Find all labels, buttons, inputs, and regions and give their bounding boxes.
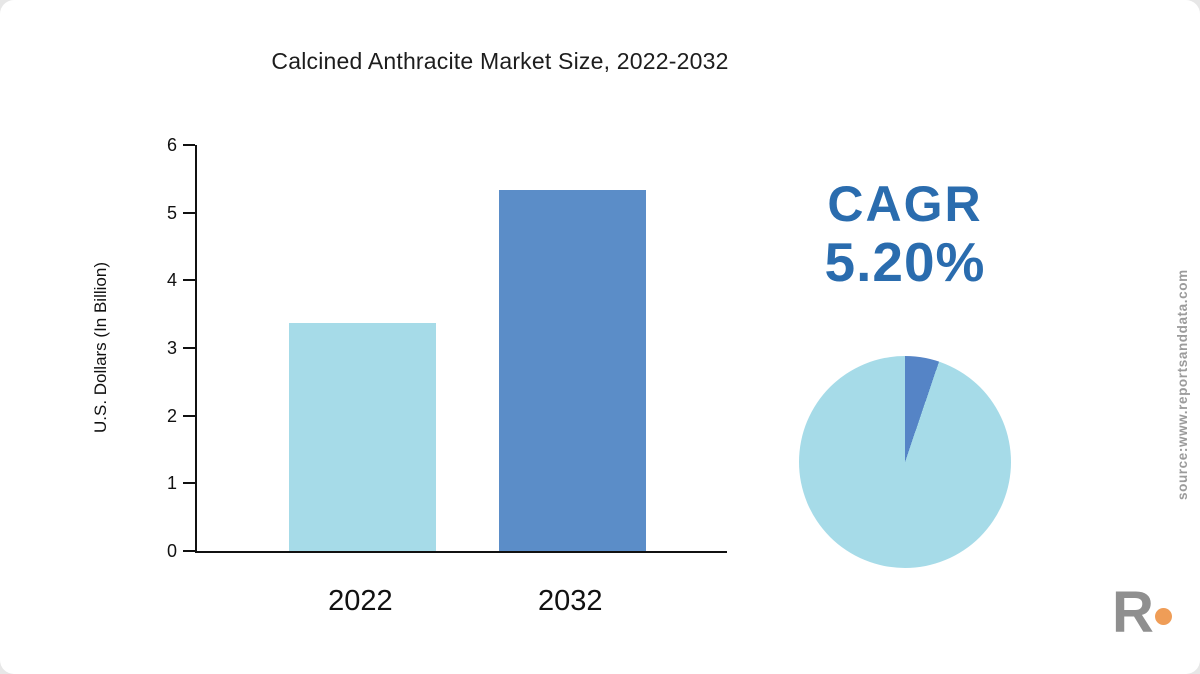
y-tick-label: 1 [166,473,177,494]
y-tick-label: 5 [166,202,177,223]
y-tick-label: 2 [166,405,177,426]
y-tick [183,414,195,417]
plot-area: 0 1 2 3 4 5 6 [167,136,727,560]
y-axis-label: U.S. Dollars (In Billion) [91,262,110,434]
brand-logo: R [1112,584,1182,646]
y-tick-label: 4 [166,270,177,291]
y-tick [183,550,195,552]
logo-dot-icon [1155,608,1172,625]
cagr-label: CAGR [827,176,983,232]
source-watermark: source:www.reportsanddata.com [1175,269,1190,500]
y-tick-label: 3 [166,338,177,358]
y-tick [183,347,195,349]
cagr-value: 5.20% [824,231,986,293]
bar-2032 [498,190,646,551]
y-tick [183,482,195,485]
y-tick-label: 6 [166,135,177,155]
chart-title: Calcined Anthracite Market Size, 2022-20… [271,48,729,74]
y-tick-label: 0 [166,541,177,561]
bar-2022 [288,322,437,551]
cagr-block: CAGR 5.20% [785,176,1025,294]
logo-letter: R [1112,580,1154,645]
x-label-2022: 2022 [328,585,393,617]
pie-chart [799,356,1011,568]
x-label-2032: 2032 [537,585,603,617]
y-tick [183,211,195,214]
y-tick [183,144,195,146]
y-tick [183,279,195,282]
